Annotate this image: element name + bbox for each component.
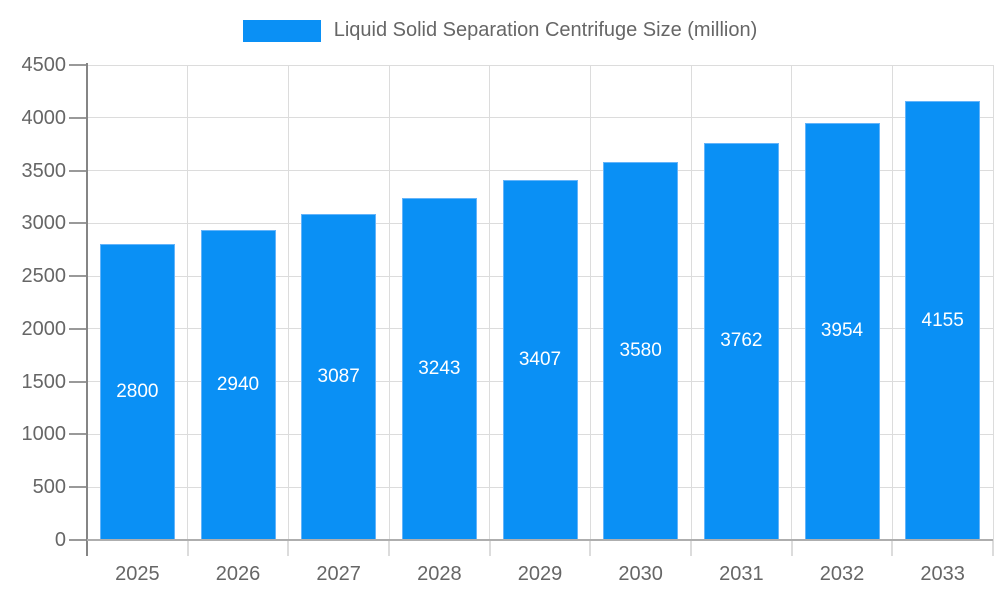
bar-value-label: 2800: [116, 381, 159, 403]
y-axis-tick: [69, 539, 87, 541]
x-tick-label-2025: 2025: [115, 563, 160, 585]
legend-label: Liquid Solid Separation Centrifuge Size …: [333, 19, 758, 41]
y-tick-label: 4000: [21, 106, 67, 129]
x-gridline: [791, 65, 793, 540]
bar-2027[interactable]: [301, 214, 377, 540]
x-tick-label-2030: 2030: [618, 563, 663, 585]
bar-value-label: 3243: [418, 357, 461, 379]
y-axis-tick: [69, 486, 87, 489]
x-axis-tick: [690, 540, 692, 556]
x-axis-tick: [488, 540, 491, 556]
x-gridline: [589, 65, 591, 540]
x-gridline: [992, 65, 994, 540]
y-gridline: [87, 117, 993, 119]
x-gridline: [891, 65, 893, 540]
bar-value-label: 3762: [720, 330, 763, 352]
bar-2032[interactable]: [804, 122, 880, 540]
y-tick-label: 2500: [21, 265, 67, 288]
y-tick-label: 1500: [21, 370, 67, 393]
legend-item[interactable]: Liquid Solid Separation Centrifuge Size …: [0, 19, 1000, 42]
y-tick-label: 3000: [21, 212, 67, 235]
y-axis-tick: [69, 222, 87, 225]
x-axis-line: [87, 539, 993, 541]
x-gridline: [489, 65, 491, 540]
y-axis-tick: [69, 116, 87, 119]
bar-2029[interactable]: [502, 180, 578, 540]
y-tick-label: 1000: [21, 423, 67, 446]
y-axis-tick: [69, 64, 87, 66]
x-axis-tick: [186, 540, 189, 556]
x-tick-label-2026: 2026: [215, 563, 261, 585]
x-axis-tick: [790, 540, 793, 556]
bar-2028[interactable]: [401, 197, 477, 540]
x-tick-label-2033: 2033: [920, 563, 965, 585]
x-tick-label-2032: 2032: [819, 563, 865, 585]
y-axis-tick: [69, 433, 87, 436]
x-tick-label-2029: 2029: [517, 563, 563, 585]
y-axis-line: [85, 63, 88, 556]
bar-2026[interactable]: [200, 229, 276, 540]
y-tick-label: 500: [32, 476, 66, 499]
x-axis-tick: [891, 540, 894, 556]
x-axis-tick: [992, 540, 994, 556]
y-axis-tick: [69, 380, 87, 383]
y-axis-tick: [69, 275, 87, 278]
bar-value-label: 3407: [518, 349, 562, 371]
bar-value-label: 3580: [619, 340, 662, 362]
bar-2031[interactable]: [703, 142, 779, 540]
x-axis-tick: [287, 540, 290, 556]
x-gridline: [187, 65, 189, 540]
y-axis-tick: [69, 327, 87, 330]
x-tick-label-2031: 2031: [719, 563, 764, 585]
x-gridline: [388, 65, 390, 540]
y-tick-label: 4500: [21, 54, 67, 76]
bar-value-label: 3087: [317, 366, 360, 388]
y-tick-label: 2000: [21, 317, 67, 340]
y-tick-label: 0: [54, 529, 66, 551]
bar-value-label: 3954: [820, 320, 864, 342]
y-axis-tick: [69, 169, 87, 172]
bar-2033[interactable]: [905, 101, 981, 540]
x-axis-tick: [388, 540, 390, 556]
x-gridline: [287, 65, 289, 540]
bar-value-label: 4155: [921, 309, 964, 331]
x-gridline: [690, 65, 692, 540]
x-tick-label-2027: 2027: [316, 563, 361, 585]
y-gridline: [87, 64, 993, 66]
bar-2030[interactable]: [603, 162, 679, 540]
legend-swatch: [242, 19, 321, 42]
y-tick-label: 3500: [21, 159, 67, 182]
x-tick-label-2028: 2028: [417, 563, 462, 585]
bar-value-label: 2940: [216, 373, 260, 395]
bar-2025[interactable]: [99, 244, 175, 540]
x-axis-tick: [589, 540, 592, 556]
y-gridline: [87, 170, 993, 172]
